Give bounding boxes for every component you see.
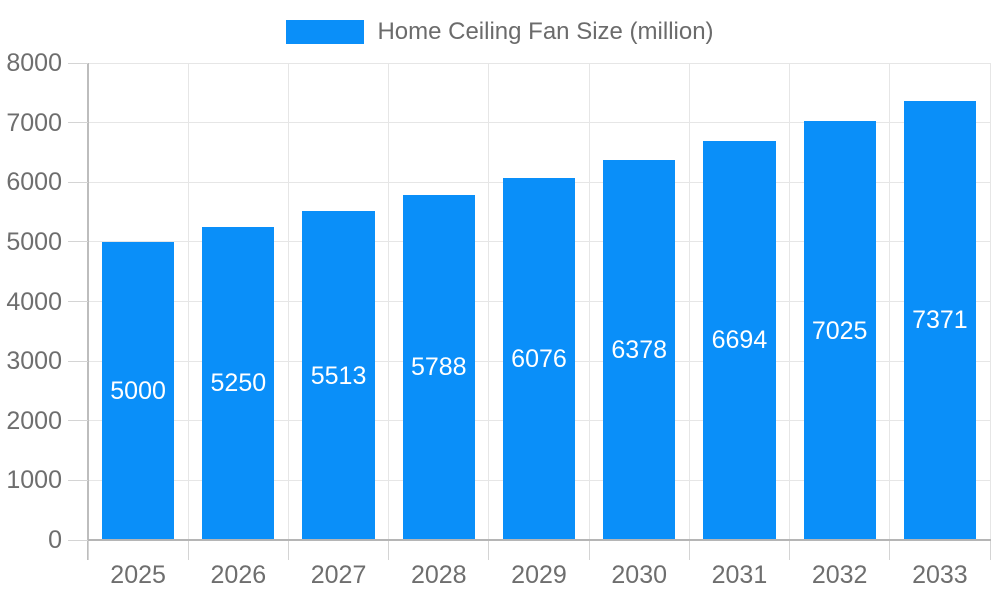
v-gridline (388, 63, 390, 540)
v-gridline (989, 63, 991, 540)
x-tick (688, 541, 690, 560)
y-tick (68, 301, 88, 302)
y-tick (68, 479, 88, 481)
bar-value-label: 5000 (110, 376, 166, 405)
x-tick-label: 2026 (210, 561, 267, 589)
plot-area: 5000 5250 5513 5788 6076 6378 6694 7025 7371 (88, 62, 991, 540)
v-gridline (688, 63, 690, 540)
bar[interactable] (202, 226, 275, 540)
bar[interactable] (903, 100, 976, 540)
x-tick-label: 2029 (511, 561, 567, 589)
x-tick (87, 541, 89, 560)
v-gridline (287, 63, 289, 540)
bar[interactable] (803, 121, 876, 540)
bar[interactable] (302, 211, 375, 540)
bar[interactable] (102, 241, 175, 540)
y-tick (68, 122, 88, 124)
legend[interactable]: Home Ceiling Fan Size (million) (0, 18, 1000, 46)
bar-value-label: 6076 (511, 344, 567, 373)
x-tick-label: 2025 (110, 561, 166, 589)
x-tick (889, 541, 891, 560)
x-tick-label: 2028 (410, 561, 467, 589)
v-gridline (187, 63, 189, 540)
x-tick (187, 541, 189, 560)
x-tick-label: 2033 (912, 561, 968, 589)
x-tick-label: 2031 (711, 561, 768, 589)
y-tick-label: 0 (48, 526, 62, 554)
x-tick (388, 541, 390, 560)
bar-value-label: 7371 (912, 306, 968, 335)
y-tick-label: 5000 (6, 227, 62, 256)
y-tick (68, 181, 88, 183)
x-tick (989, 541, 991, 560)
y-tick (68, 539, 88, 541)
y-tick (68, 360, 88, 362)
y-tick-label: 6000 (6, 168, 62, 197)
bar[interactable] (502, 177, 576, 540)
x-tick-label: 2027 (310, 561, 367, 589)
v-gridline (889, 63, 891, 540)
x-tick (789, 541, 791, 560)
x-tick (287, 541, 289, 560)
h-gridline (88, 62, 990, 64)
y-tick-label: 2000 (6, 406, 62, 435)
legend-swatch (286, 20, 365, 44)
y-tick (68, 241, 88, 243)
bar-value-label: 5513 (310, 361, 367, 390)
y-tick-label: 7000 (6, 108, 62, 137)
bar-value-label: 6378 (611, 335, 668, 364)
bar[interactable] (603, 159, 676, 540)
bar-value-label: 6694 (711, 326, 768, 355)
x-tick (588, 541, 590, 560)
y-tick (68, 420, 88, 422)
bar-value-label: 7025 (811, 316, 868, 345)
y-tick-label: 1000 (6, 466, 62, 495)
bar-value-label: 5250 (210, 369, 267, 398)
bar[interactable] (703, 140, 776, 540)
y-tick-label: 3000 (6, 347, 62, 376)
x-tick (488, 541, 490, 560)
x-axis-line (88, 539, 991, 541)
y-tick-label: 8000 (6, 49, 62, 77)
v-gridline (488, 63, 490, 540)
y-axis-line (87, 63, 89, 560)
h-gridline (88, 122, 990, 124)
bar[interactable] (402, 194, 475, 540)
bar-value-label: 5788 (410, 353, 467, 382)
v-gridline (588, 63, 590, 540)
y-tick-label: 4000 (6, 287, 62, 316)
legend-label: Home Ceiling Fan Size (million) (377, 18, 714, 45)
v-gridline (789, 63, 791, 540)
x-tick-label: 2032 (811, 561, 868, 589)
x-tick-label: 2030 (611, 561, 668, 589)
y-tick (68, 62, 88, 64)
